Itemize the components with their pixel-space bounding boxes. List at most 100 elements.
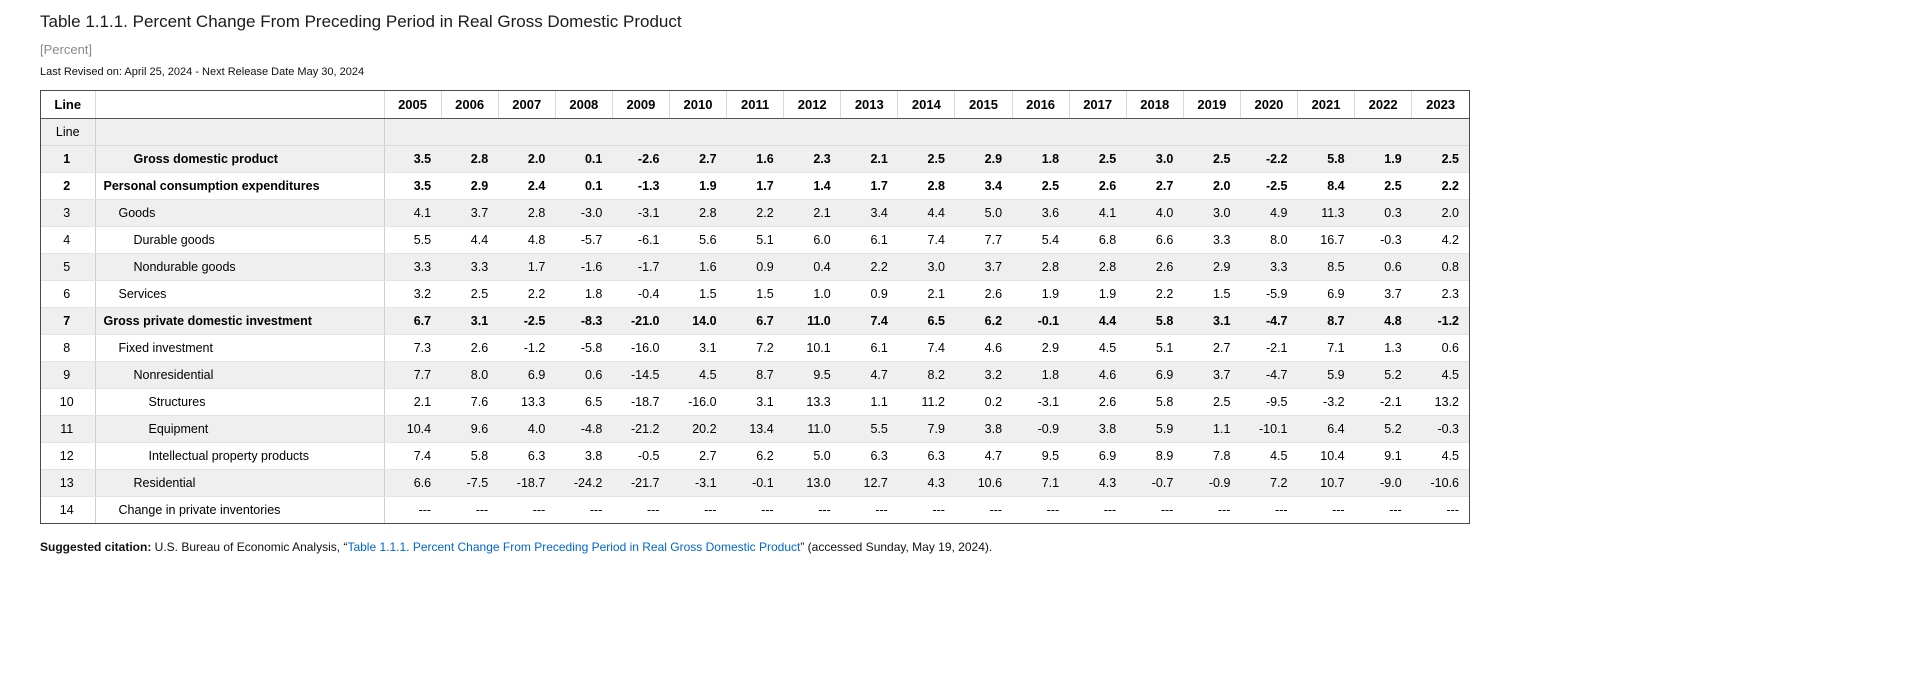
value-cell: 3.4: [840, 199, 898, 227]
value-cell: 20.2: [669, 415, 727, 443]
value-cell: 3.3: [1183, 226, 1241, 254]
value-cell: 3.4: [954, 172, 1013, 200]
value-cell: 6.9: [1297, 280, 1355, 308]
table-row: 6 Services 3.2 2.5 2.2 1.8 -0.4 1.5 1.5 1.0 0.9 2.1…: [41, 280, 1469, 308]
value-cell: -21.0: [612, 307, 670, 335]
table-row: 5 Nondurable goods 3.3 3.3 1.7 -1.6 -1.7 1.6 0.9…: [41, 253, 1469, 281]
value-cell: 6.3: [897, 442, 955, 470]
subheader-cell: [1354, 118, 1412, 146]
value-cell: ---: [726, 496, 784, 523]
value-cell: -14.5: [612, 361, 670, 389]
value-cell: ---: [498, 524, 555, 525]
value-cell: 3.0: [1183, 199, 1241, 227]
value-cell: 3.3: [441, 253, 499, 281]
value-cell: 8.7: [726, 361, 784, 389]
series-label-cell: Services: [95, 280, 385, 308]
value-cell: -1.6: [555, 253, 613, 281]
series-label-cell: Durable goods: [95, 226, 385, 254]
value-cell: -8.3: [555, 307, 613, 335]
value-cell: 13.3: [498, 388, 556, 416]
value-cell: 1.7: [498, 253, 556, 281]
value-cell: 1.1: [840, 388, 898, 416]
value-cell: 3.3: [384, 253, 442, 281]
value-cell: 7.4: [384, 442, 442, 470]
value-cell: 4.5: [1069, 334, 1127, 362]
value-cell: 4.9: [1240, 199, 1298, 227]
value-cell: 8.9: [1126, 442, 1184, 470]
value-cell: 5.2: [1354, 415, 1412, 443]
value-cell: 5.4: [1012, 226, 1070, 254]
value-cell: 3.0: [897, 253, 955, 281]
sub-header-row: Line: [41, 118, 1469, 146]
value-cell: 9.1: [1354, 442, 1412, 470]
line-number-cell: 9: [41, 361, 96, 389]
value-cell: 1.8: [1012, 361, 1070, 389]
subheader-cell: [954, 118, 1013, 146]
value-cell: 1.7: [726, 172, 784, 200]
line-number-cell: 15: [41, 524, 95, 525]
table-header: Line 2005 2006 2007 2008 2009 2010 2011 2012 2013…: [41, 91, 1469, 146]
value-cell: ---: [1183, 524, 1240, 525]
value-cell: 2.0: [498, 145, 556, 173]
value-cell: 2.6: [441, 334, 499, 362]
value-cell: 2.2: [1411, 172, 1469, 200]
value-cell: ---: [1298, 524, 1355, 525]
value-cell: -0.5: [612, 442, 670, 470]
value-cell: ---: [612, 524, 669, 525]
value-cell: 9.6: [441, 415, 499, 443]
value-cell: 5.8: [1126, 307, 1184, 335]
value-cell: 9.5: [783, 361, 841, 389]
value-cell: -4.7: [1240, 307, 1298, 335]
value-cell: 1.7: [840, 172, 898, 200]
value-cell: 4.3: [897, 469, 955, 497]
subheader-cell: [669, 118, 727, 146]
value-cell: ---: [1412, 524, 1469, 525]
value-cell: 6.3: [498, 442, 556, 470]
value-cell: 2.9: [441, 172, 499, 200]
value-cell: 6.4: [1297, 415, 1355, 443]
value-cell: 7.4: [897, 226, 955, 254]
series-label-cell: Nonresidential: [95, 361, 385, 389]
year-column-header: 2005: [383, 91, 442, 119]
value-cell: -2.2: [1240, 145, 1298, 173]
series-label-cell: Goods: [95, 199, 385, 227]
value-cell: 6.9: [1126, 361, 1184, 389]
value-cell: 2.5: [897, 145, 955, 173]
value-cell: 2.7: [669, 442, 727, 470]
table-row: 7 Gross private domestic investment 6.7 3.1…: [41, 307, 1469, 335]
value-cell: 4.7: [954, 442, 1013, 470]
series-label-cell: Nondurable goods: [95, 253, 385, 281]
value-cell: 4.5: [1411, 442, 1469, 470]
citation-link[interactable]: Table 1.1.1. Percent Change From Precedi…: [347, 540, 801, 554]
value-cell: 3.8: [1069, 415, 1127, 443]
value-cell: 0.9: [726, 253, 784, 281]
line-column-header: Line: [41, 91, 95, 119]
value-cell: 4.3: [1069, 469, 1127, 497]
value-cell: ---: [555, 496, 613, 523]
value-cell: 11.0: [783, 415, 841, 443]
data-table-scroll-region[interactable]: Line 2005 2006 2007 2008 2009 2010 2011 2012 2013…: [40, 90, 1470, 524]
value-cell: 0.2: [954, 388, 1013, 416]
subheader-cell: [384, 118, 442, 146]
series-label-cell: Residential: [95, 469, 385, 497]
value-cell: 13.0: [783, 469, 841, 497]
value-cell: 6.1: [840, 334, 898, 362]
value-cell: 0.8: [1411, 253, 1469, 281]
value-cell: 6.7: [384, 307, 442, 335]
value-cell: 1.1: [1183, 415, 1241, 443]
series-label-cell: Personal consumption expenditures: [95, 172, 385, 200]
value-cell: 4.5: [1240, 442, 1298, 470]
value-cell: ---: [841, 524, 898, 525]
year-column-header: 2012: [783, 91, 841, 119]
value-cell: 6.1: [840, 226, 898, 254]
value-cell: 7.9: [897, 415, 955, 443]
line-number-cell: 2: [41, 172, 96, 200]
value-cell: ---: [955, 524, 1012, 525]
subheader-cell: [1411, 118, 1469, 146]
value-cell: 2.5: [1069, 145, 1127, 173]
value-cell: 4.8: [498, 226, 556, 254]
line-number-cell: 14: [41, 496, 96, 523]
value-cell: ---: [783, 496, 841, 523]
value-cell: ---: [1069, 496, 1127, 523]
value-cell: 6.3: [840, 442, 898, 470]
